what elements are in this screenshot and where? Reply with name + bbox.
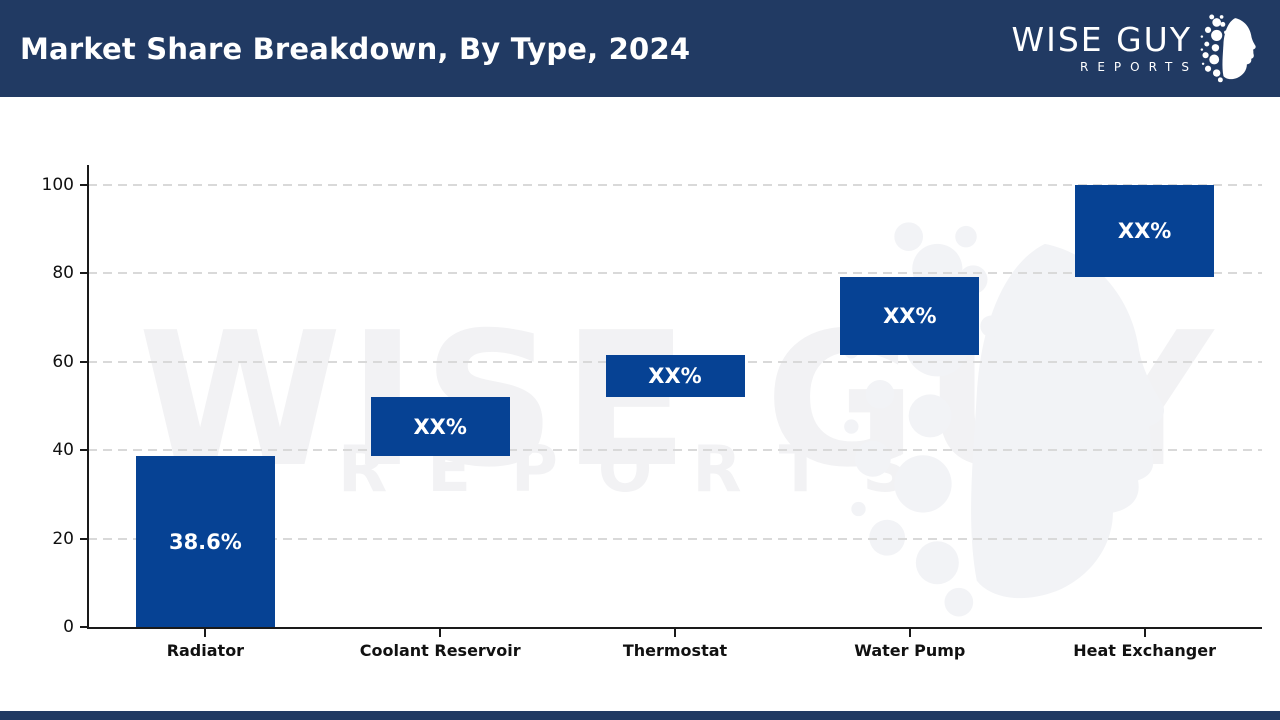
wise-guy-logo: WISE GUY REPORTS (1011, 12, 1262, 86)
watermark-head-icon (828, 208, 1190, 638)
logo-subtitle: REPORTS (1079, 59, 1198, 74)
x-tick-mark (1143, 629, 1146, 637)
x-tick-label: Radiator (166, 641, 245, 660)
bar-value-label: XX% (883, 304, 937, 329)
grid-line (88, 537, 1262, 540)
dotted-head-icon (1196, 12, 1262, 86)
x-tick-mark (439, 629, 442, 637)
bar-value-label: 38.6% (168, 529, 242, 554)
x-tick-mark (674, 629, 676, 637)
y-tick-mark (80, 360, 88, 363)
y-tick-label: 100 (41, 175, 74, 195)
y-tick-mark (80, 449, 88, 452)
logo-wordmark: WISE GUY (1011, 20, 1192, 60)
bar-value-label: XX% (413, 414, 467, 439)
x-axis-line (87, 627, 1262, 629)
bar-value-label: XX% (648, 363, 702, 388)
y-tick-mark (80, 272, 88, 275)
y-tick-label: 60 (52, 351, 74, 372)
bar-value-label: XX% (1117, 218, 1172, 243)
page-title: Market Share Breakdown, By Type, 2024 (20, 31, 691, 66)
x-tick-label: Coolant Reservoir (359, 641, 521, 660)
watermark-wordmark: WISE GUY (138, 292, 1219, 508)
y-tick-label: 0 (63, 617, 74, 637)
grid-line (88, 184, 1262, 186)
watermark-subtitle: REPORTS (338, 433, 949, 507)
x-tick-mark (908, 629, 911, 637)
grid-line (88, 449, 1262, 452)
bar-radiator: 38.6% (135, 456, 275, 627)
x-tick-mark (204, 629, 207, 637)
footer-bar (0, 711, 1280, 720)
y-tick-label: 40 (52, 440, 74, 461)
y-tick-mark (80, 184, 88, 186)
bar-water-pump: XX% (840, 276, 980, 356)
x-tick-label: Thermostat (622, 641, 728, 660)
bar-thermostat: XX% (605, 355, 745, 397)
y-tick-mark (80, 626, 88, 628)
y-axis-line (87, 165, 89, 629)
x-tick-label: Heat Exchanger (1073, 641, 1216, 660)
grid-line (88, 272, 1262, 275)
y-tick-label: 80 (52, 263, 74, 284)
bar-coolant-reservoir: XX% (370, 396, 510, 457)
logo-text: WISE GUY REPORTS (1011, 23, 1192, 74)
y-tick-mark (80, 537, 88, 540)
grid-line (88, 360, 1262, 363)
header-bar: Market Share Breakdown, By Type, 2024 WI… (0, 0, 1280, 97)
bar-heat-exchanger: XX% (1075, 185, 1215, 277)
y-tick-label: 20 (52, 528, 74, 549)
x-tick-label: Water Pump (854, 641, 966, 660)
